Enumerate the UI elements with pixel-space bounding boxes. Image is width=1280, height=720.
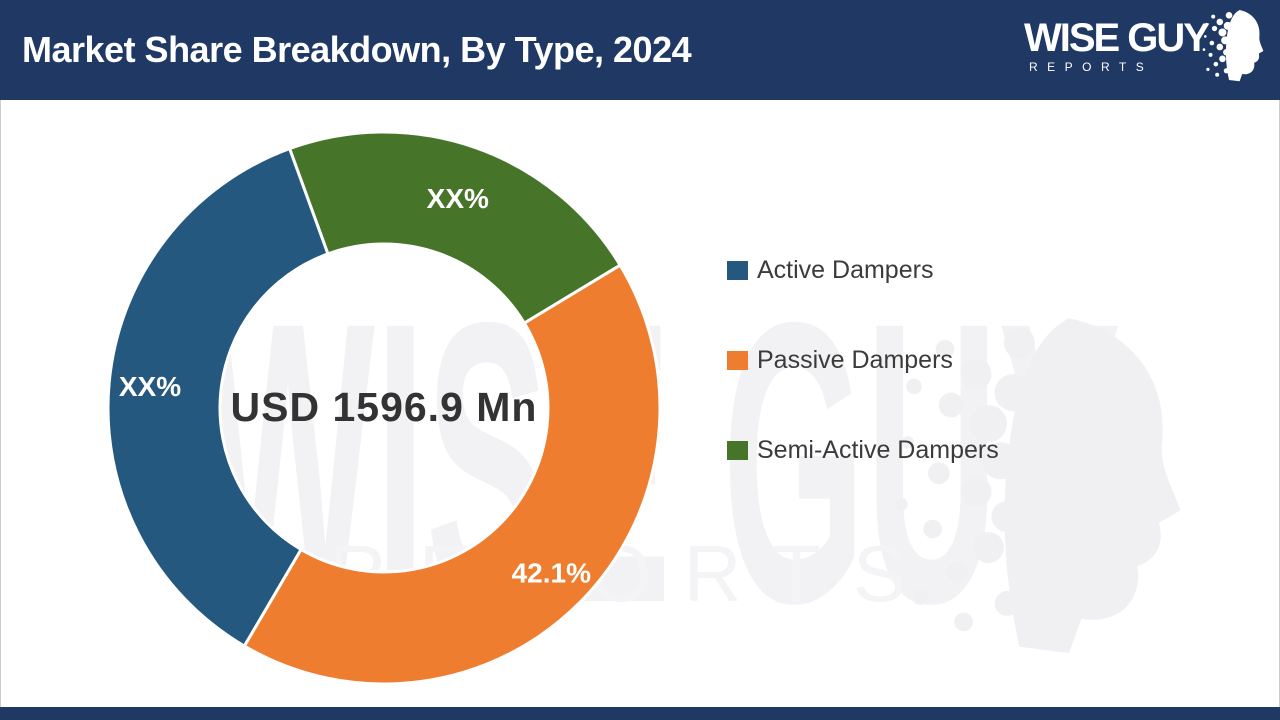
donut-center-value: USD 1596.9 Mn	[231, 384, 538, 430]
slice-label: XX%	[119, 371, 181, 402]
brand-logo-text: WISE GUY REPORTS	[1023, 15, 1210, 74]
legend-item-semi-active-dampers: Semi-Active Dampers	[727, 431, 999, 469]
donut-segment-active-dampers	[106, 146, 330, 649]
page-title: Market Share Breakdown, By Type, 2024	[22, 29, 692, 70]
face-logo-icon	[1202, 10, 1264, 82]
donut-segment-passive-dampers	[242, 263, 662, 686]
header-bar: Market Share Breakdown, By Type, 2024 WI…	[0, 0, 1280, 100]
footer-bar	[0, 707, 1280, 720]
legend-label: Passive Dampers	[757, 345, 953, 374]
legend-label: Semi-Active Dampers	[757, 435, 999, 464]
legend-swatch-passive-dampers	[727, 350, 748, 370]
donut-segment-semi-active-dampers	[287, 130, 623, 326]
legend-item-active-dampers: Active Dampers	[727, 251, 999, 289]
legend-item-passive-dampers: Passive Dampers	[727, 341, 999, 379]
slice-label: 42.1%	[512, 558, 591, 589]
legend-swatch-active-dampers	[727, 260, 748, 280]
legend-label: Active Dampers	[757, 255, 934, 284]
brand-sub: REPORTS	[1028, 59, 1154, 74]
slice-label: XX%	[427, 183, 489, 214]
legend-swatch-semi-active-dampers	[727, 440, 748, 460]
brand-logo: WISE GUY REPORTS	[1024, 6, 1266, 84]
donut-chart: XX% 42.1% XX% USD 1596.9 Mn	[106, 130, 662, 686]
brand-name: WISE GUY	[1023, 15, 1210, 60]
legend: Active Dampers Passive Dampers Semi-Acti…	[727, 251, 999, 521]
